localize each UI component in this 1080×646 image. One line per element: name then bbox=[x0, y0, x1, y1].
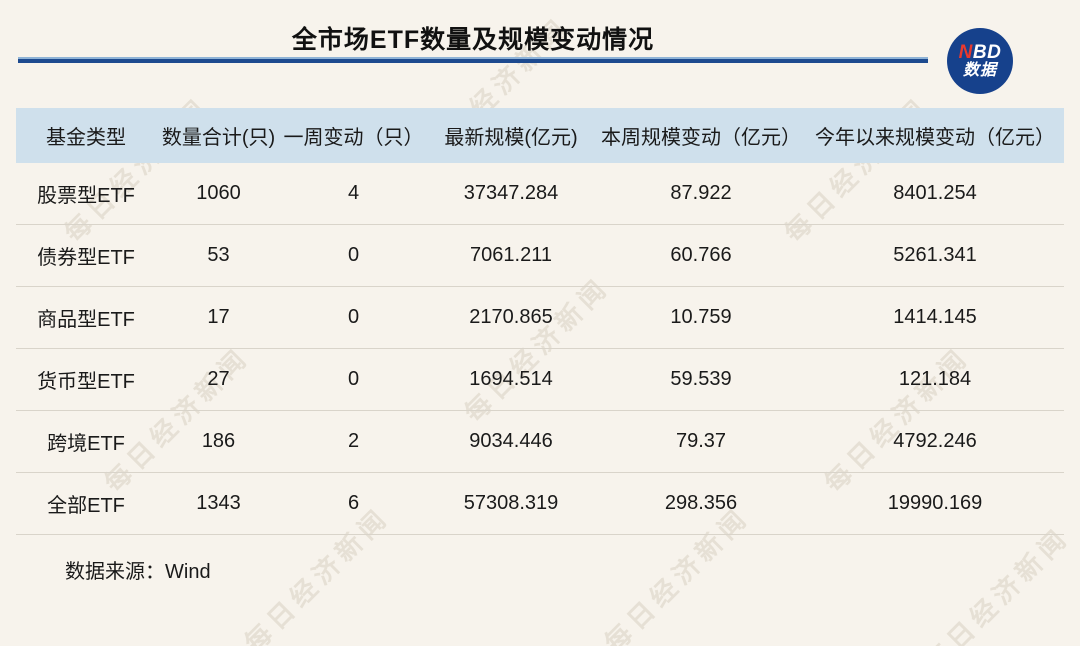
table-cell: 186 bbox=[201, 430, 236, 452]
table-cell: 0 bbox=[347, 306, 360, 328]
table-cell: 0 bbox=[347, 368, 360, 390]
table-cell: 19990.169 bbox=[887, 492, 983, 514]
logo-n-letter: N bbox=[958, 41, 973, 63]
table-cell: 货币型ETF bbox=[37, 371, 135, 393]
column-header-ytd-scale-chg: 今年以来规模变动（亿元） bbox=[815, 127, 1055, 149]
column-header-total-count: 数量合计(只) bbox=[161, 127, 276, 149]
table-cell: 债券型ETF bbox=[37, 247, 135, 269]
page-title: 全市场ETF数量及规模变动情况 bbox=[291, 26, 655, 54]
table-cell: 全部ETF bbox=[47, 495, 125, 517]
data-source-note: 数据来源：Wind bbox=[65, 561, 211, 583]
table-cell: 2 bbox=[347, 430, 360, 452]
nbd-data-logo: NBD 数据 bbox=[947, 28, 1013, 94]
column-header-fund-type: 基金类型 bbox=[46, 127, 126, 149]
table-cell: 57308.319 bbox=[463, 492, 559, 514]
table-cell: 1694.514 bbox=[469, 368, 553, 390]
table-cell: 0 bbox=[347, 244, 360, 266]
table-cell: 1060 bbox=[196, 182, 241, 204]
column-header-week-scale-chg: 本周规模变动（亿元） bbox=[601, 127, 801, 149]
table-row-money-etf: 货币型ETF 27 0 1694.514 59.539 121.184 bbox=[16, 349, 1064, 411]
table-row-commodity-etf: 商品型ETF 17 0 2170.865 10.759 1414.145 bbox=[16, 287, 1064, 349]
table-row-all-etf: 全部ETF 1343 6 57308.319 298.356 19990.169 bbox=[16, 473, 1064, 535]
table-cell: 跨境ETF bbox=[47, 433, 125, 455]
column-header-weekly-change: 一周变动（只） bbox=[283, 127, 424, 149]
table-cell: 37347.284 bbox=[463, 182, 559, 204]
table-cell: 4792.246 bbox=[893, 430, 977, 452]
table-cell: 59.539 bbox=[670, 368, 732, 390]
logo-bd-letters: BD bbox=[972, 41, 1002, 63]
masthead: 全市场ETF数量及规模变动情况 NBD 数据 bbox=[0, 0, 1080, 100]
table-cell: 87.922 bbox=[670, 182, 732, 204]
table-cell: 2170.865 bbox=[469, 306, 553, 328]
etf-table: 基金类型 数量合计(只) 一周变动（只） 最新规模(亿元) 本周规模变动（亿元）… bbox=[16, 108, 1064, 535]
table-row-crossborder-etf: 跨境ETF 186 2 9034.446 79.37 4792.246 bbox=[16, 411, 1064, 473]
table-cell: 60.766 bbox=[670, 244, 732, 266]
table-cell: 53 bbox=[207, 244, 230, 266]
table-cell: 121.184 bbox=[898, 368, 972, 390]
table-cell: 商品型ETF bbox=[37, 309, 135, 331]
title-underline bbox=[18, 57, 928, 63]
table-cell: 4 bbox=[347, 182, 360, 204]
table-cell: 17 bbox=[207, 306, 230, 328]
logo-shuju-text: 数据 bbox=[962, 61, 997, 79]
column-header-latest-scale: 最新规模(亿元) bbox=[444, 127, 578, 149]
table-cell: 1414.145 bbox=[893, 306, 977, 328]
table-cell: 8401.254 bbox=[893, 182, 977, 204]
logo-nbd-text: NBD bbox=[958, 41, 1002, 63]
table-cell: 79.37 bbox=[675, 430, 727, 452]
table-cell: 5261.341 bbox=[893, 244, 977, 266]
table-row-stock-etf: 股票型ETF 1060 4 37347.284 87.922 8401.254 bbox=[16, 163, 1064, 225]
table-cell: 9034.446 bbox=[469, 430, 553, 452]
table-cell: 10.759 bbox=[670, 306, 732, 328]
table-header-row: 基金类型 数量合计(只) 一周变动（只） 最新规模(亿元) 本周规模变动（亿元）… bbox=[16, 108, 1064, 163]
table-cell: 27 bbox=[207, 368, 230, 390]
watermark-text: 每日经济新闻 bbox=[918, 521, 1076, 646]
table-row-bond-etf: 债券型ETF 53 0 7061.211 60.766 5261.341 bbox=[16, 225, 1064, 287]
table-cell: 6 bbox=[347, 492, 360, 514]
table-cell: 1343 bbox=[196, 492, 241, 514]
table-cell: 7061.211 bbox=[470, 244, 552, 266]
table-cell: 298.356 bbox=[664, 492, 738, 514]
table-cell: 股票型ETF bbox=[37, 185, 135, 207]
